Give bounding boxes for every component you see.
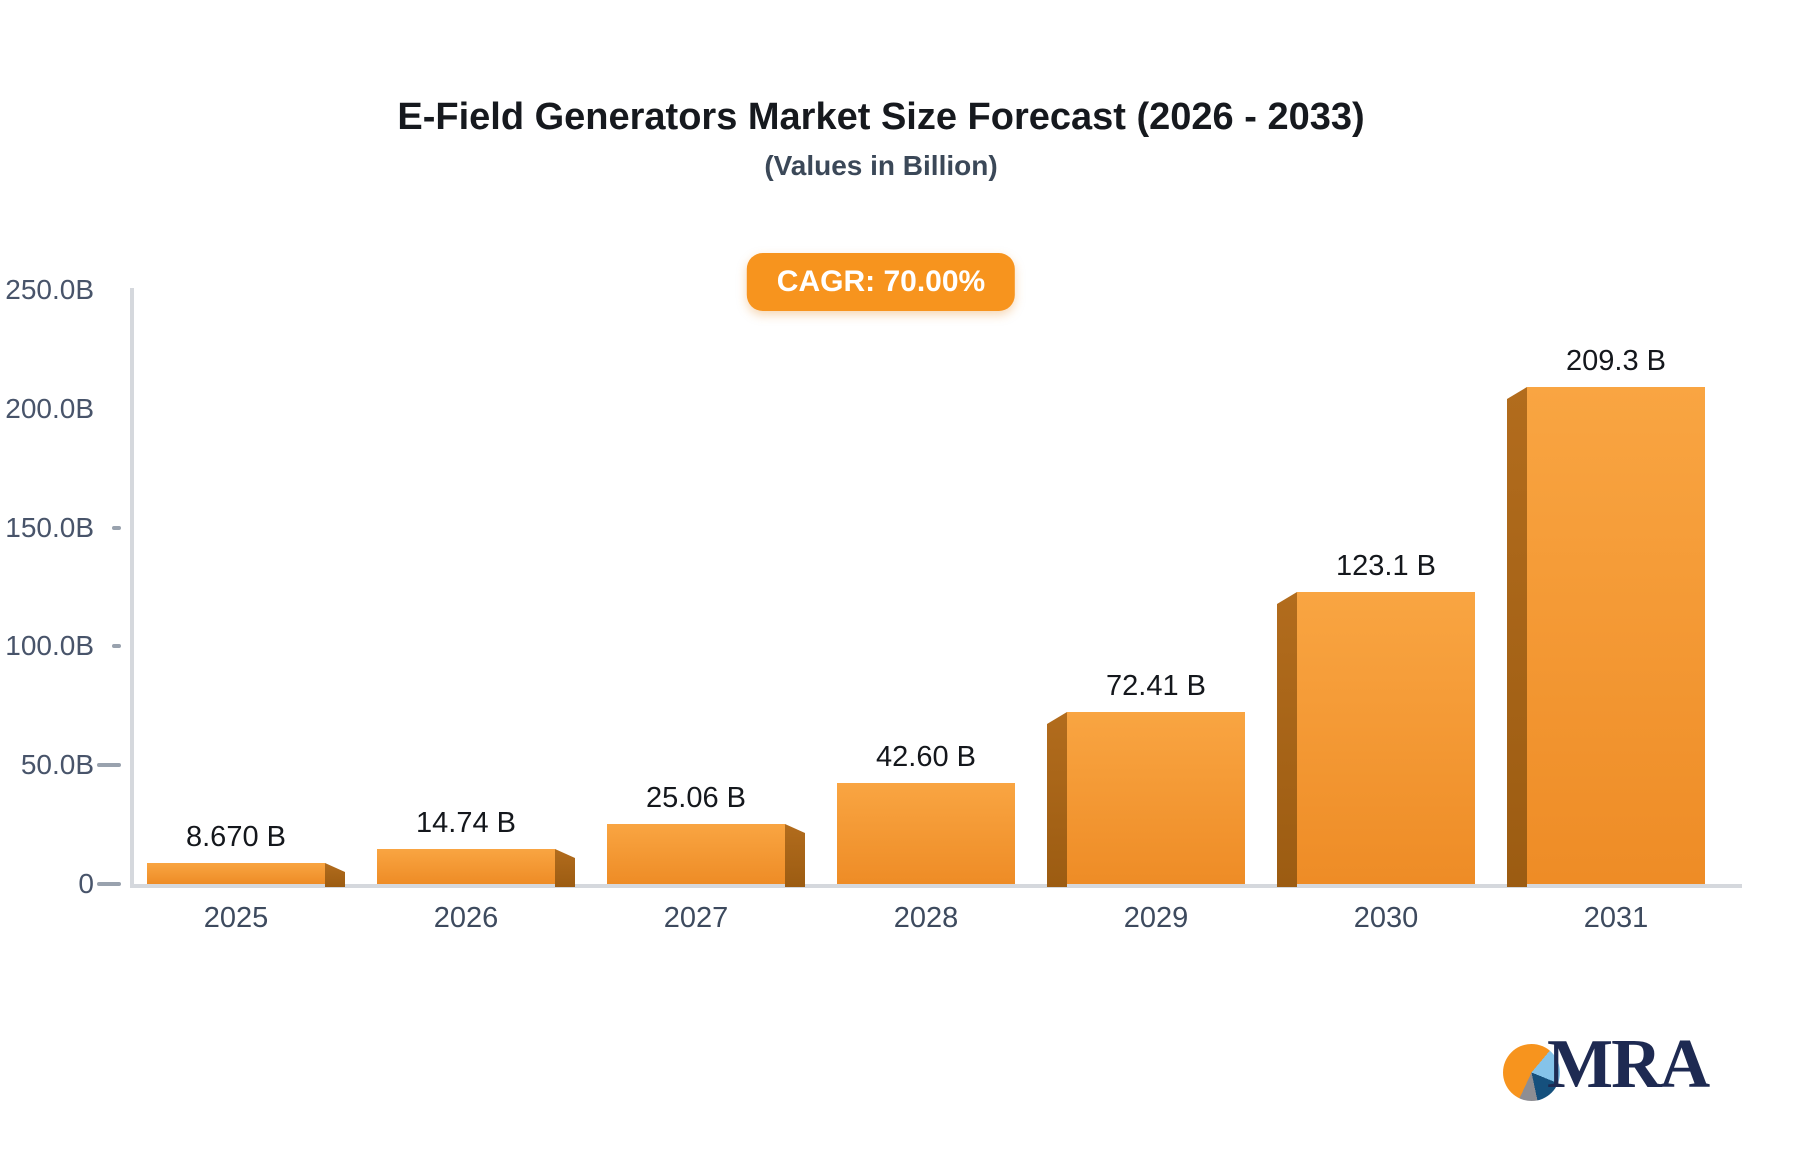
y-tick-mark: [112, 525, 121, 530]
bar-value-label: 209.3 B: [1566, 345, 1666, 377]
x-axis-label: 2025: [203, 902, 269, 934]
bar-face-2027: [607, 824, 785, 884]
bar-side-2031: [1507, 387, 1527, 887]
x-axis-label: 2030: [1353, 902, 1419, 934]
bar-value-label: 42.60 B: [876, 741, 976, 773]
y-tick-label: 50.0B: [20, 749, 94, 781]
bar-face-2028: [837, 783, 1015, 884]
mra-logo: MRA: [1503, 1020, 1723, 1110]
x-axis-label: 2027: [663, 902, 729, 934]
y-axis-line: [130, 288, 134, 888]
y-tick-label: 100.0B: [5, 630, 94, 662]
y-tick-label: 150.0B: [5, 511, 94, 543]
cagr-badge: CAGR: 70.00%: [746, 253, 1016, 311]
bar-face-2031: [1527, 387, 1705, 884]
bar-value-label: 14.74 B: [416, 807, 516, 839]
x-axis-line: [130, 884, 1742, 888]
y-tick-label: 200.0B: [5, 392, 94, 424]
pie-chart-icon: [1503, 1044, 1560, 1101]
x-axis-label: 2031: [1583, 902, 1649, 934]
bar-side-2025: [325, 863, 345, 887]
mra-logo-text: MRA: [1547, 1026, 1710, 1103]
bar-value-label: 8.670 B: [186, 821, 286, 853]
bar-face-2029: [1067, 712, 1245, 884]
bar-face-2030: [1297, 592, 1475, 884]
bar-side-2030: [1277, 592, 1297, 887]
y-tick-mark: [112, 644, 121, 649]
y-tick-mark: [97, 763, 121, 768]
bar-side-2029: [1047, 712, 1067, 887]
y-tick-mark: [97, 882, 121, 886]
x-axis-label: 2028: [893, 902, 959, 934]
y-tick-label: 0: [78, 868, 94, 899]
chart-subtitle: (Values in Billion): [764, 150, 998, 181]
bar-value-label: 72.41 B: [1106, 670, 1206, 702]
x-axis-label: 2026: [433, 902, 499, 934]
chart-title: E-Field Generators Market Size Forecast …: [397, 96, 1365, 138]
bar-face-2025: [147, 863, 325, 884]
x-axis-label: 2029: [1123, 902, 1189, 934]
bar-value-label: 123.1 B: [1336, 550, 1436, 582]
bar-value-label: 25.06 B: [646, 782, 746, 814]
bar-side-2027: [785, 824, 805, 887]
y-tick-label: 250.0B: [5, 274, 94, 305]
bar-side-2026: [555, 849, 575, 887]
bar-face-2026: [377, 849, 555, 884]
